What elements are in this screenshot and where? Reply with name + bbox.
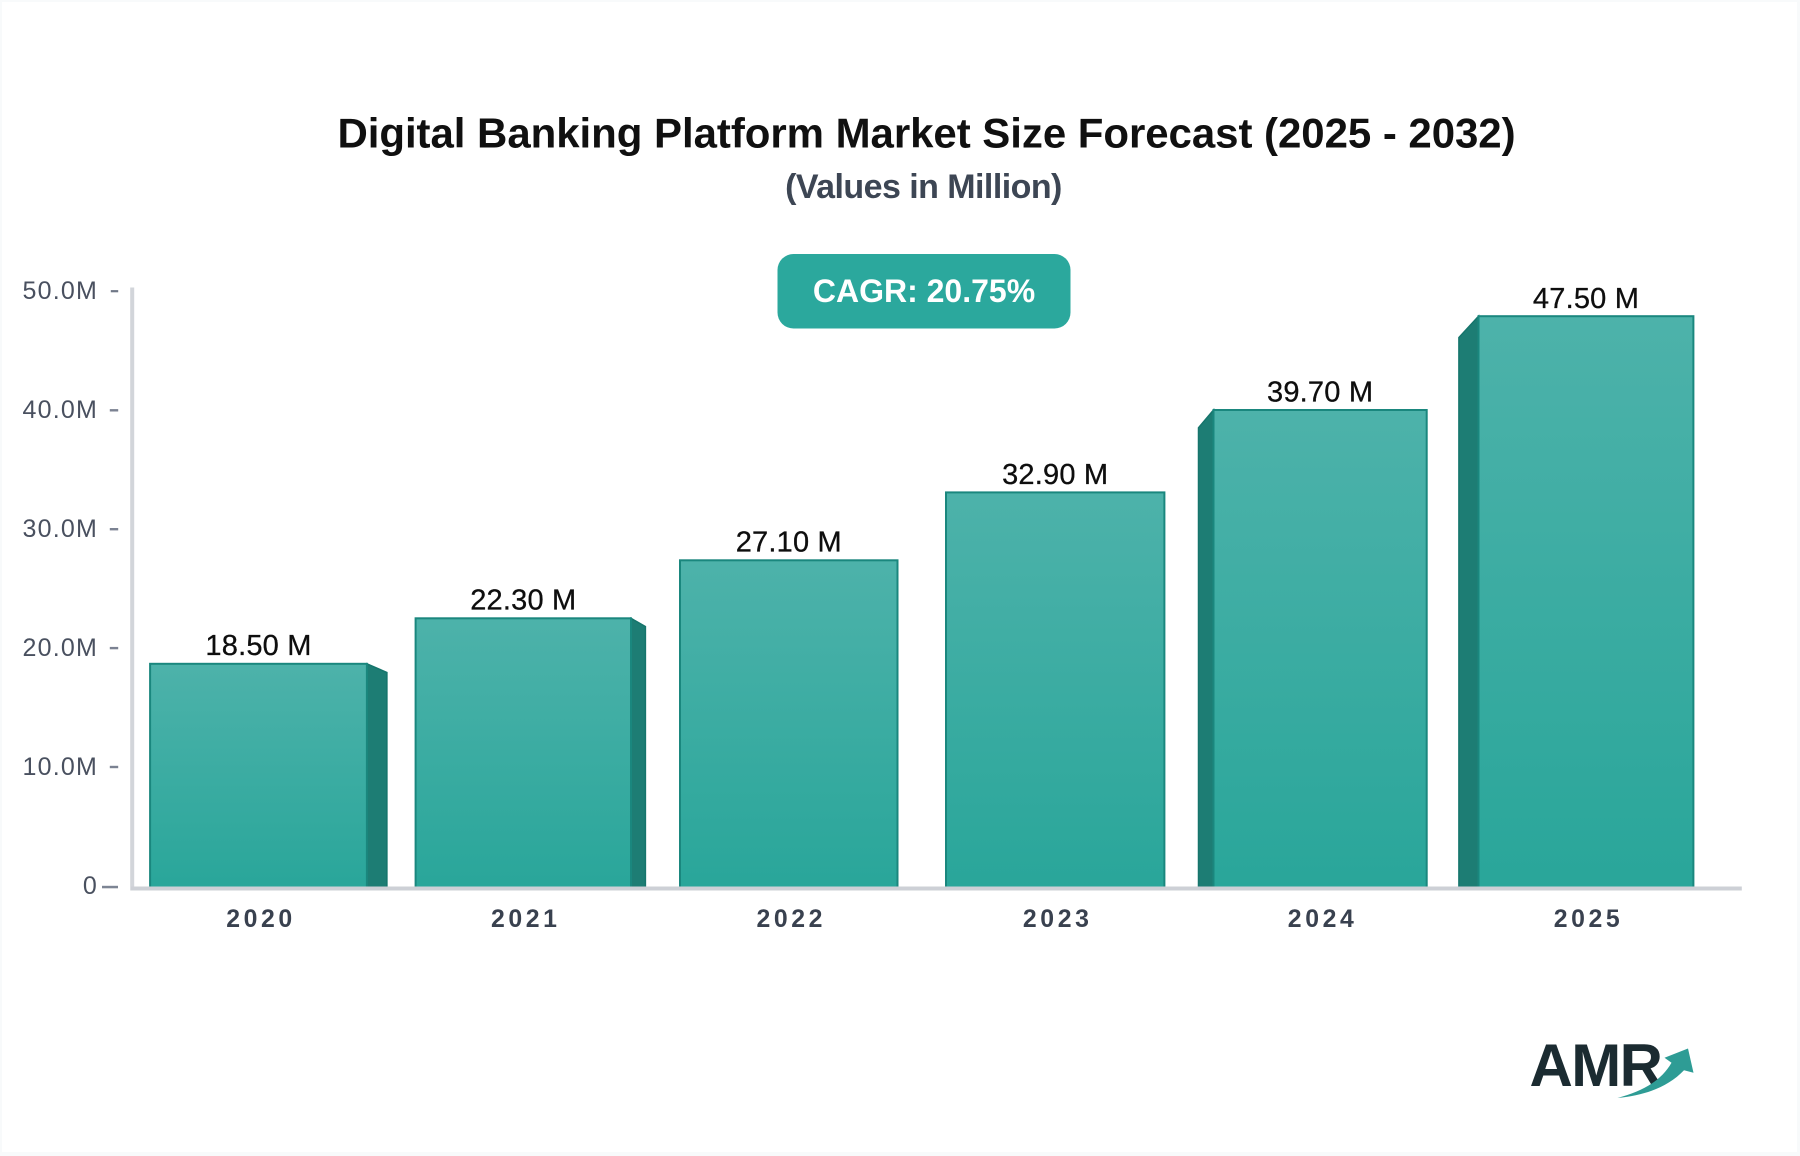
svg-text:20.0M: 20.0M — [23, 634, 98, 662]
svg-text:2020: 2020 — [226, 906, 296, 933]
svg-text:50.0M: 50.0M — [23, 277, 98, 305]
svg-text:2022: 2022 — [757, 906, 827, 933]
svg-text:27.10 M: 27.10 M — [736, 527, 842, 559]
svg-text:2021: 2021 — [491, 906, 561, 933]
svg-text:CAGR: 20.75%: CAGR: 20.75% — [813, 273, 1035, 309]
svg-text:Digital Banking Platform Marke: Digital Banking Platform Market Size For… — [337, 110, 1515, 157]
svg-text:(Values in Million): (Values in Million) — [785, 168, 1062, 206]
svg-text:2024: 2024 — [1288, 906, 1358, 933]
svg-text:2025: 2025 — [1554, 906, 1624, 933]
svg-text:10.0M: 10.0M — [23, 753, 98, 781]
svg-text:39.70 M: 39.70 M — [1267, 377, 1373, 409]
svg-text:22.30 M: 22.30 M — [470, 585, 576, 617]
svg-text:AMR: AMR — [1530, 1032, 1663, 1099]
svg-text:18.50 M: 18.50 M — [205, 630, 311, 662]
svg-text:0: 0 — [83, 872, 98, 900]
svg-text:32.90 M: 32.90 M — [1002, 459, 1108, 491]
svg-text:2023: 2023 — [1023, 906, 1093, 933]
svg-text:47.50 M: 47.50 M — [1533, 283, 1639, 315]
svg-text:40.0M: 40.0M — [23, 396, 98, 424]
svg-text:30.0M: 30.0M — [23, 515, 98, 543]
